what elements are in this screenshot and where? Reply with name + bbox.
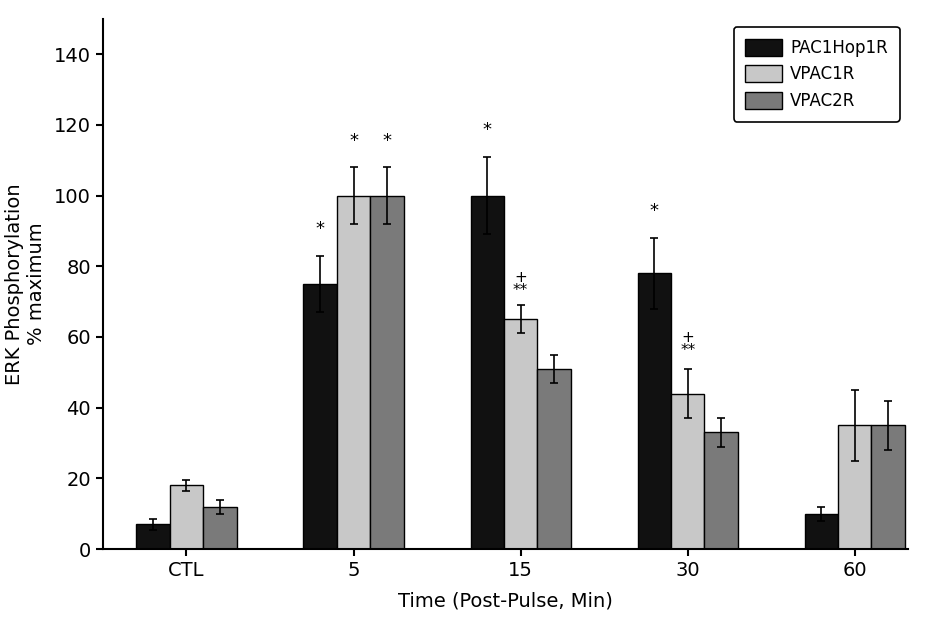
Bar: [504, 319, 537, 549]
Bar: [169, 485, 203, 549]
Bar: [337, 195, 371, 549]
Legend: PAC1Hop1R, VPAC1R, VPAC2R: PAC1Hop1R, VPAC1R, VPAC2R: [734, 27, 899, 122]
Text: *: *: [349, 132, 358, 150]
Bar: [471, 195, 504, 549]
Bar: [637, 273, 671, 549]
Bar: [537, 369, 571, 549]
Text: *: *: [383, 132, 391, 150]
Text: +
**: + **: [513, 270, 528, 298]
Text: +
**: + **: [680, 330, 695, 358]
Text: *: *: [483, 121, 491, 139]
Bar: [303, 284, 337, 549]
Text: *: *: [315, 220, 325, 238]
Text: *: *: [650, 202, 659, 220]
X-axis label: Time (Post-Pulse, Min): Time (Post-Pulse, Min): [398, 591, 613, 610]
Bar: [137, 524, 169, 549]
Bar: [705, 432, 738, 549]
Bar: [871, 426, 905, 549]
Bar: [371, 195, 403, 549]
Bar: [838, 426, 871, 549]
Bar: [203, 507, 237, 549]
Y-axis label: ERK Phosphorylation
% maximum: ERK Phosphorylation % maximum: [5, 183, 46, 385]
Bar: [671, 394, 705, 549]
Bar: [805, 514, 838, 549]
